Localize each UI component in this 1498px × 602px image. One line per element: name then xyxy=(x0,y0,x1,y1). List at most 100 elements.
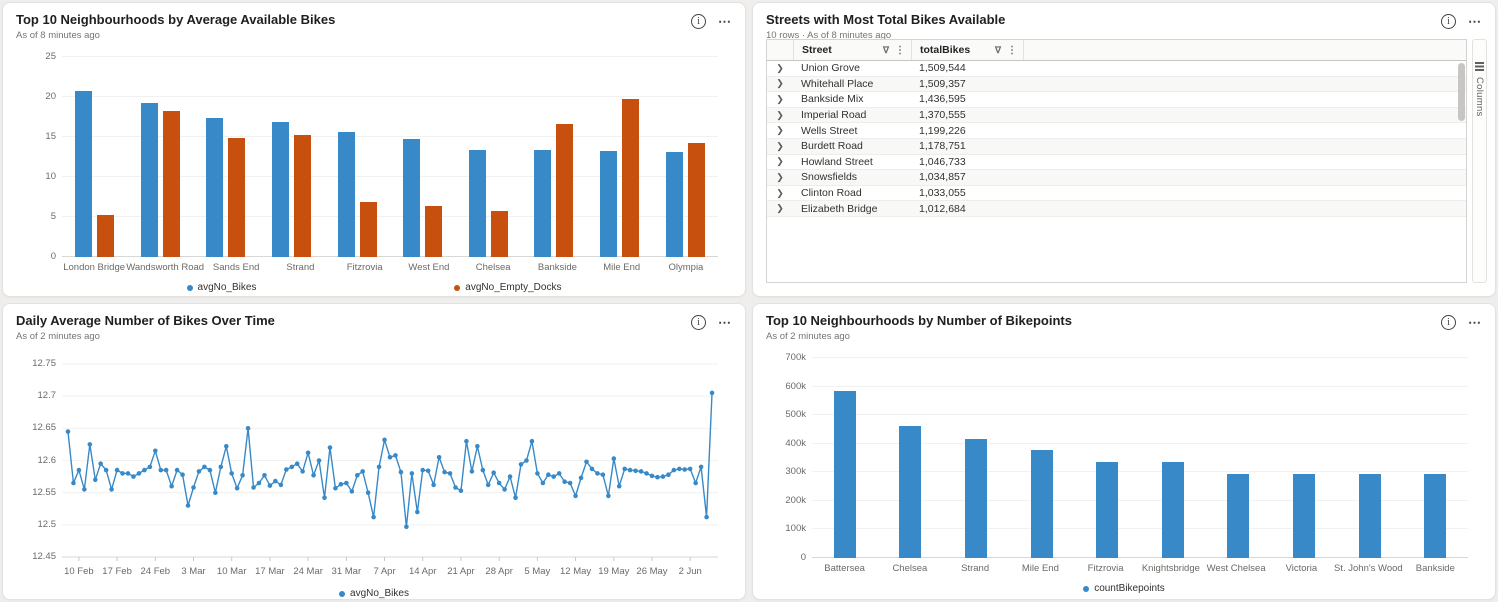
bar-avgNo_Bikes xyxy=(75,91,93,257)
panel-header: Streets with Most Total Bikes Available … xyxy=(766,12,1482,41)
table-row[interactable]: ❯ Snowsfields 1,034,857 xyxy=(767,170,1466,186)
expand-row-icon[interactable]: ❯ xyxy=(776,171,784,182)
columns-panel-tab[interactable]: Columns xyxy=(1472,39,1487,283)
bar-group xyxy=(128,102,194,257)
vertical-scrollbar[interactable] xyxy=(1457,63,1465,280)
data-point xyxy=(229,471,234,476)
street-cell: Clinton Road xyxy=(801,187,862,200)
more-options-icon[interactable]: ⋯ xyxy=(1468,13,1482,29)
data-point xyxy=(202,464,207,470)
x-axis-tick-label: 26 May xyxy=(636,566,668,577)
table-row[interactable]: ❯ Clinton Road 1,033,055 xyxy=(767,186,1466,202)
filter-icon[interactable]: ∇ xyxy=(994,44,1001,55)
table-row[interactable]: ❯ Imperial Road 1,370,555 xyxy=(767,107,1466,124)
more-options-icon[interactable]: ⋯ xyxy=(1468,314,1482,330)
expand-row-icon[interactable]: ❯ xyxy=(776,109,784,120)
data-point xyxy=(469,469,475,474)
info-icon[interactable]: i xyxy=(691,14,706,29)
data-point xyxy=(704,514,709,520)
x-axis-tick-label: Chelsea xyxy=(475,262,511,273)
gridline: 12.65 xyxy=(32,422,718,433)
table-row[interactable]: ❯ Burdett Road 1,178,751 xyxy=(767,138,1466,155)
legend-item-avgNo_Empty_Docks[interactable]: avgNo_Empty_Docks xyxy=(454,282,561,293)
gridline: 20 xyxy=(45,91,718,102)
expand-row-icon[interactable]: ❯ xyxy=(776,125,784,136)
scrollbar-thumb[interactable] xyxy=(1458,63,1465,121)
x-axis-tick-label: 17 Feb xyxy=(102,566,132,577)
streets-table: Street ∇ ⋮ totalBikes ∇ ⋮ ❯ Union Grove 1,509,54… xyxy=(766,39,1467,283)
street-cell: Union Grove xyxy=(801,62,860,75)
expand-row-icon[interactable]: ❯ xyxy=(776,140,784,151)
more-options-icon[interactable]: ⋯ xyxy=(718,13,732,29)
table-row[interactable]: ❯ Howland Street 1,046,733 xyxy=(767,155,1466,171)
legend-dot xyxy=(186,284,193,291)
column-menu-icon[interactable]: ⋮ xyxy=(1007,44,1017,56)
legend-dot xyxy=(1083,585,1090,592)
info-icon[interactable]: i xyxy=(1441,315,1456,330)
table-row[interactable]: ❯ Wells Street 1,199,226 xyxy=(767,123,1466,139)
totalbikes-cell: 1,033,055 xyxy=(919,187,966,200)
street-cell: Burdett Road xyxy=(801,140,863,153)
y-axis-tick-label: 500k xyxy=(785,409,806,421)
totalbikes-cell: 1,178,751 xyxy=(919,140,966,153)
y-axis-tick-label: 700k xyxy=(785,352,806,363)
data-point xyxy=(273,478,278,484)
x-axis-tick-label: Bankside xyxy=(537,262,577,273)
data-point xyxy=(611,456,617,461)
data-point xyxy=(687,466,693,472)
legend-item-avgNo_Bikes[interactable]: avgNo_Bikes xyxy=(339,588,409,599)
more-options-icon[interactable]: ⋯ xyxy=(718,314,732,330)
bar-avgNo_Empty_Docks xyxy=(228,137,246,257)
data-point xyxy=(535,471,540,476)
street-cell: Whitehall Place xyxy=(801,77,874,90)
gridline: 12.55 xyxy=(32,487,718,498)
x-axis-tick-label: Wandsworth Road xyxy=(126,262,205,273)
street-cell: Imperial Road xyxy=(801,109,867,122)
expand-row-icon[interactable]: ❯ xyxy=(776,187,784,198)
table-row[interactable]: ❯ Elizabeth Bridge 1,012,684 xyxy=(767,201,1466,217)
panel-avg-available-bikes: Top 10 Neighbourhoods by Average Availab… xyxy=(2,2,746,297)
gridline: 12.75 xyxy=(32,358,718,369)
y-axis-tick-label: 0 xyxy=(50,251,56,262)
data-point xyxy=(71,480,76,486)
column-header-label[interactable]: totalBikes xyxy=(920,44,971,56)
table-row[interactable]: ❯ Bankside Mix 1,436,595 xyxy=(767,92,1466,108)
panel-header: Daily Average Number of Bikes Over Time … xyxy=(16,313,732,342)
bar-group xyxy=(1402,473,1468,558)
expand-row-icon[interactable]: ❯ xyxy=(776,93,784,104)
table-row[interactable]: ❯ Whitehall Place 1,509,357 xyxy=(767,76,1466,93)
data-point xyxy=(387,455,393,460)
x-axis-labels: 10 Feb 17 Feb 24 Feb 3 Mar 10 Mar 17 Mar 24 Ma… xyxy=(62,566,718,579)
bar-group xyxy=(521,124,587,257)
expand-row-icon[interactable]: ❯ xyxy=(776,156,784,167)
x-axis-tick-label: 28 Apr xyxy=(485,566,513,577)
x-axis-tick-label: 24 Feb xyxy=(140,566,171,577)
data-point xyxy=(136,471,142,476)
column-header-label[interactable]: Street xyxy=(802,44,832,56)
expand-row-icon[interactable]: ❯ xyxy=(776,62,784,73)
table-row[interactable]: ❯ Union Grove 1,509,544 xyxy=(767,61,1466,77)
column-menu-icon[interactable]: ⋮ xyxy=(895,44,905,56)
info-icon[interactable]: i xyxy=(1441,14,1456,29)
filter-icon[interactable]: ∇ xyxy=(882,44,889,55)
x-axis-tick-label: Sands End xyxy=(212,262,260,273)
x-axis-tick-label: 2 Jun xyxy=(678,566,702,577)
x-axis-tick-label: St. John's Wood xyxy=(1334,563,1403,574)
info-icon[interactable]: i xyxy=(691,315,706,330)
bar-group xyxy=(878,426,944,558)
bar-countBikepoints xyxy=(1030,450,1053,558)
legend-dot xyxy=(454,284,461,291)
x-axis-tick-label: Victoria xyxy=(1285,563,1318,574)
data-point xyxy=(578,475,584,481)
legend-item-avgNo_Bikes[interactable]: avgNo_Bikes xyxy=(186,282,256,293)
panel-subtitle: As of 2 minutes ago xyxy=(766,331,850,342)
expand-row-icon[interactable]: ❯ xyxy=(776,203,784,214)
legend-item-countBikepoints[interactable]: countBikepoints xyxy=(1083,583,1165,594)
totalbikes-cell: 1,370,555 xyxy=(919,109,966,122)
data-point xyxy=(600,472,606,477)
y-axis-tick-label: 100k xyxy=(785,523,806,535)
expand-row-icon[interactable]: ❯ xyxy=(776,78,784,89)
bar-countBikepoints xyxy=(964,438,987,558)
y-axis-tick-label: 10 xyxy=(45,171,56,182)
legend: avgNo_Bikes xyxy=(16,588,732,599)
